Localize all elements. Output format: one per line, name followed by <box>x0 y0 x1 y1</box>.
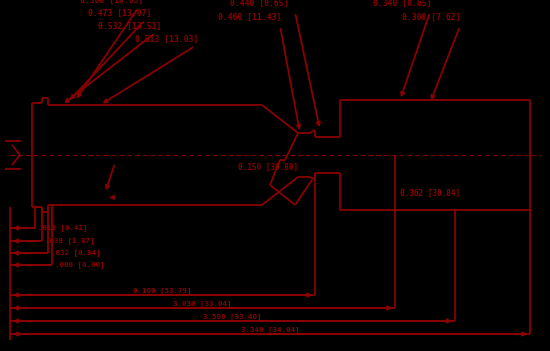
Text: 0.308 [10.03]: 0.308 [10.03] <box>80 0 144 5</box>
Text: 3.030 [33.04]: 3.030 [33.04] <box>173 300 231 307</box>
Text: 0.473 [13.07]: 0.473 [13.07] <box>88 9 151 18</box>
Text: 0.340 [0.65]: 0.340 [0.65] <box>373 0 432 8</box>
Text: 3.340 [34.04]: 3.340 [34.04] <box>241 326 299 333</box>
Text: 0.532 [13.51]: 0.532 [13.51] <box>98 22 161 31</box>
Text: 0.100 [53.79]: 0.100 [53.79] <box>133 287 191 294</box>
Text: .000 [0.00]: .000 [0.00] <box>55 261 104 269</box>
Text: 0.440 [0.65]: 0.440 [0.65] <box>230 0 289 8</box>
Text: .016 [0.41]: .016 [0.41] <box>38 225 87 231</box>
Text: 0.150 [30.80]: 0.150 [30.80] <box>238 163 298 172</box>
Text: 0.460 [11.43]: 0.460 [11.43] <box>218 13 282 22</box>
Text: ◀: ◀ <box>109 192 115 202</box>
Text: .032 [0.84]: .032 [0.84] <box>51 250 101 257</box>
Text: .038 [1.87]: .038 [1.87] <box>45 238 95 244</box>
Text: 0.308 [7.62]: 0.308 [7.62] <box>402 13 460 22</box>
Text: 0.362 [30.84]: 0.362 [30.84] <box>400 188 460 198</box>
Text: 3.500 [33.40]: 3.500 [33.40] <box>203 313 261 320</box>
Text: 0.513 [13.03]: 0.513 [13.03] <box>135 35 199 44</box>
